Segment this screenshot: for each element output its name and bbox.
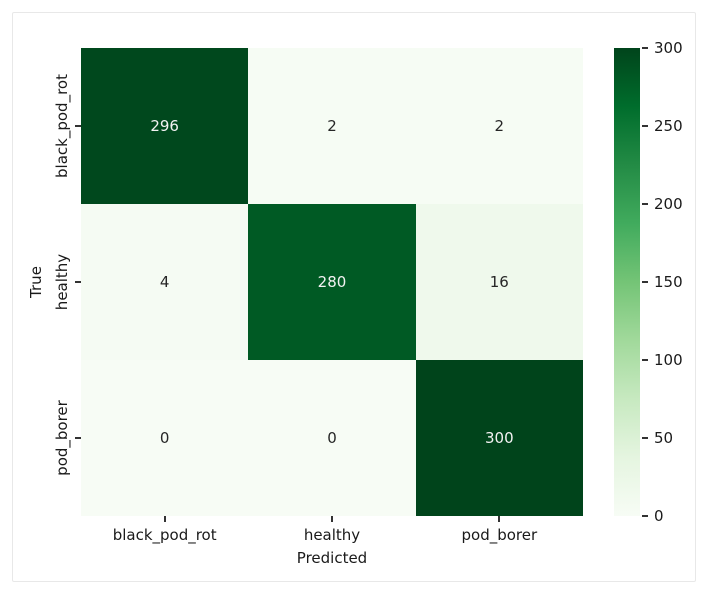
y-tick-mark (75, 437, 81, 439)
colorbar-tick-mark (642, 359, 648, 361)
cell-value: 2 (327, 116, 337, 135)
heatmap-cell-black_pod_rot-pod_borer: 2 (415, 48, 583, 204)
colorbar-tick-label: 300 (654, 39, 683, 57)
cell-value: 4 (159, 272, 170, 291)
cell-value: 280 (317, 272, 347, 291)
x-axis-label: Predicted (296, 549, 368, 567)
cell-value: 16 (489, 272, 509, 291)
colorbar-tick-label: 0 (654, 507, 664, 525)
x-tick-label: healthy (303, 526, 361, 544)
x-tick-mark (163, 516, 166, 522)
cell-value: 0 (327, 428, 337, 447)
colorbar-tick-mark (642, 203, 648, 205)
y-tick-mark (75, 125, 81, 127)
colorbar-tick-label: 200 (654, 195, 683, 213)
heatmap-cell-healthy-pod_borer: 16 (415, 204, 583, 360)
confusion-matrix-figure: 296 2 2 4 280 16 0 0 300 True Predicted black_po… (12, 12, 696, 582)
heatmap-cell-black_pod_rot-healthy: 2 (248, 48, 416, 204)
colorbar-tick-label: 100 (654, 351, 683, 369)
y-tick-label: black_pod_rot (53, 74, 71, 178)
heatmap-cell-pod_borer-healthy: 0 (248, 360, 416, 516)
x-tick-mark (498, 516, 501, 522)
heatmap-cell-healthy-black_pod_rot: 4 (81, 204, 249, 360)
colorbar-tick-mark (642, 125, 648, 127)
colorbar-tick-mark (642, 437, 648, 439)
heatmap-cell-pod_borer-pod_borer: 300 (415, 360, 583, 516)
colorbar-tick-label: 250 (654, 117, 683, 135)
colorbar-tick-mark (642, 281, 648, 283)
colorbar-tick-mark (642, 515, 648, 517)
x-tick-label: black_pod_rot (112, 526, 217, 544)
colorbar-tick-mark (642, 47, 648, 49)
cell-value: 0 (159, 428, 170, 447)
colorbar-tick-label: 50 (654, 429, 674, 447)
heatmap-cell-black_pod_rot-black_pod_rot: 296 (81, 48, 249, 204)
cell-value: 296 (150, 116, 179, 135)
y-tick-label: pod_borer (53, 400, 71, 476)
colorbar-gradient (614, 48, 640, 516)
heatmap-grid: 296 2 2 4 280 16 0 0 300 (81, 48, 583, 516)
plot-area: 296 2 2 4 280 16 0 0 300 (81, 48, 583, 516)
heatmap-cell-healthy-healthy: 280 (248, 204, 416, 360)
colorbar-tick-label: 150 (654, 273, 683, 291)
y-tick-label: healthy (53, 253, 71, 311)
x-tick-mark (331, 516, 333, 522)
cell-value: 300 (485, 428, 514, 447)
heatmap-cell-pod_borer-black_pod_rot: 0 (81, 360, 249, 516)
cell-value: 2 (494, 116, 505, 135)
y-axis-label: True (27, 266, 45, 298)
x-tick-label: pod_borer (461, 526, 538, 544)
y-tick-mark (75, 281, 81, 283)
